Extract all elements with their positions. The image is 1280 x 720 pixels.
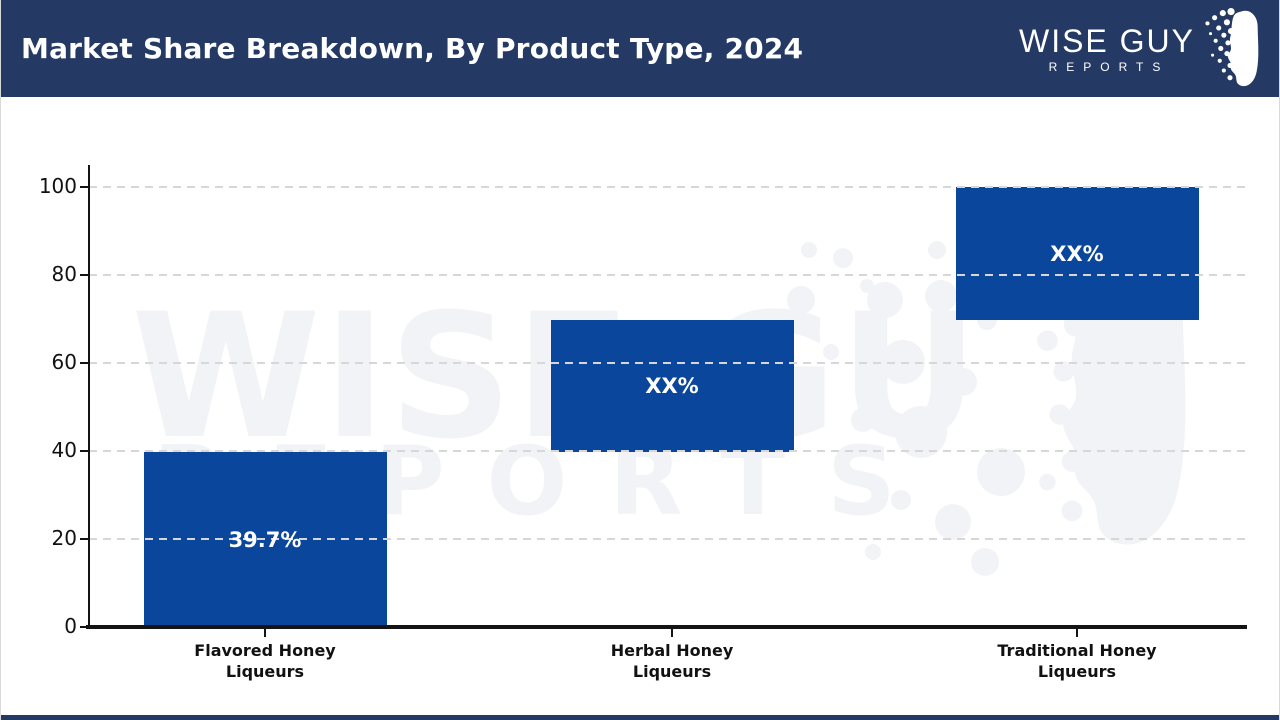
gridline [89,362,1247,364]
x-axis-tick-mark [1076,629,1078,637]
y-axis-tick-mark [80,450,88,452]
logo-text: WISE GUY REPORTS [1019,25,1195,73]
bar-value-label: XX% [645,374,699,399]
x-axis-category-label: Herbal Honey Liqueurs [610,641,734,681]
x-axis-category-label: Traditional Honey Liqueurs [997,641,1157,681]
wise-guy-reports-logo: WISE GUY REPORTS [1019,7,1261,90]
logo-wordmark: WISE GUY [1018,22,1195,59]
x-axis-tick-mark [264,629,266,637]
y-axis-tick-mark [80,538,88,540]
bar [550,320,794,453]
header: Market Share Breakdown, By Product Type,… [1,0,1279,97]
logo-face-icon [1205,7,1259,86]
y-axis-tick-mark [80,274,88,276]
gridline [89,274,1247,276]
y-axis-tick-label: 100 [38,174,77,198]
bar-value-label: 39.7% [228,527,302,552]
bar-value-label: XX% [1050,241,1104,266]
chart-title: Market Share Breakdown, By Product Type,… [21,32,804,65]
logo-subtext: REPORTS [1048,59,1170,74]
y-axis-tick-mark [80,186,88,188]
y-axis-tick-label: 40 [51,438,77,462]
y-axis-tick-label: 60 [51,350,77,374]
x-axis-line [86,625,1247,629]
gridline [89,186,1247,188]
y-axis-tick-mark [80,626,88,628]
y-axis-tick-label: 0 [64,614,77,638]
y-axis-tick-label: 80 [51,262,77,286]
x-axis-tick-mark [671,629,673,637]
y-axis-tick-mark [80,362,88,364]
footer-bar [1,715,1279,720]
gridline [89,450,1247,452]
gridline [89,538,1247,540]
y-axis-line [88,165,90,629]
x-axis-category-label: Flavored Honey Liqueurs [194,641,336,681]
y-axis-tick-label: 20 [51,526,77,550]
